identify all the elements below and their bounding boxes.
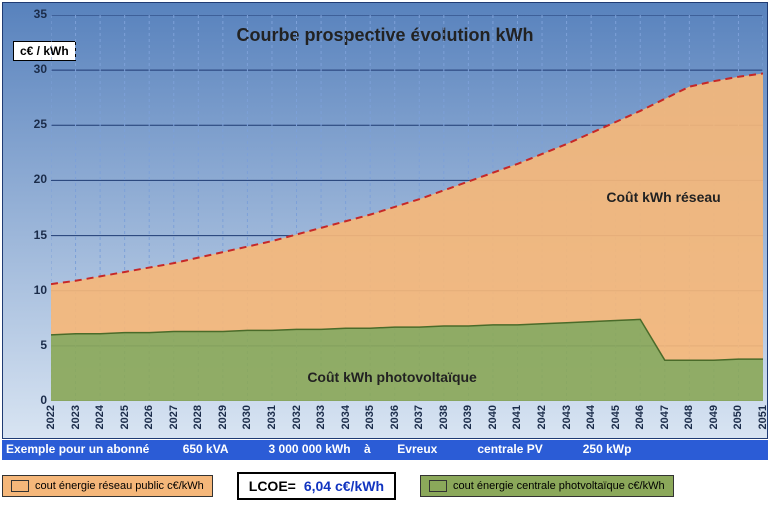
x-tick-label: 2040 — [487, 405, 499, 429]
chart-annotation: Coût kWh réseau — [606, 189, 720, 205]
x-tick-label: 2033 — [315, 405, 327, 429]
x-tick-label: 2022 — [45, 405, 57, 429]
strip-part-1: 650 kVA — [183, 442, 229, 458]
legend-pv-label: cout énergie centrale photvoltaïque c€/k… — [453, 480, 665, 492]
x-tick-label: 2024 — [94, 405, 106, 429]
x-tick-label: 2043 — [561, 405, 573, 429]
x-tick-label: 2045 — [610, 405, 622, 429]
chart-annotation: Coût kWh photovoltaïque — [307, 369, 477, 385]
lcoe-value: 6,04 c€/kWh — [304, 478, 384, 494]
strip-part-0: Exemple pour un abonné — [6, 442, 149, 458]
x-tick-label: 2046 — [634, 405, 646, 429]
x-tick-label: 2050 — [732, 405, 744, 429]
y-tick-label: 35 — [23, 7, 47, 21]
x-tick-label: 2041 — [511, 405, 523, 429]
strip-part-6: 250 kWp — [583, 442, 632, 458]
x-tick-label: 2023 — [70, 405, 82, 429]
lcoe-box: LCOE= 6,04 c€/kWh — [237, 472, 396, 500]
legend-pv-swatch — [429, 480, 447, 492]
x-tick-label: 2049 — [708, 405, 720, 429]
x-tick-label: 2030 — [241, 405, 253, 429]
strip-part-3: à — [364, 442, 371, 458]
subtitle-strip: Exemple pour un abonné 650 kVA 3 000 000… — [2, 440, 768, 460]
x-tick-label: 2029 — [217, 405, 229, 429]
y-tick-label: 10 — [23, 283, 47, 297]
x-tick-label: 2036 — [389, 405, 401, 429]
y-tick-label: 25 — [23, 117, 47, 131]
x-tick-label: 2048 — [683, 405, 695, 429]
legend-reseau: cout énergie réseau public c€/kWh — [2, 475, 213, 497]
y-tick-label: 20 — [23, 172, 47, 186]
x-tick-label: 2038 — [438, 405, 450, 429]
x-tick-label: 2044 — [585, 405, 597, 429]
x-tick-label: 2042 — [536, 405, 548, 429]
strip-part-5: centrale PV — [477, 442, 542, 458]
lcoe-label: LCOE= — [249, 478, 296, 494]
chart-frame: Courbe prospective évolution kWh c€ / kW… — [2, 2, 768, 439]
x-tick-label: 2039 — [462, 405, 474, 429]
legend-reseau-swatch — [11, 480, 29, 492]
legend-pv: cout énergie centrale photvoltaïque c€/k… — [420, 475, 674, 497]
x-tick-label: 2027 — [168, 405, 180, 429]
x-tick-label: 2037 — [413, 405, 425, 429]
x-tick-label: 2032 — [291, 405, 303, 429]
x-tick-label: 2025 — [119, 405, 131, 429]
strip-part-2: 3 000 000 kWh — [269, 442, 351, 458]
y-tick-label: 15 — [23, 228, 47, 242]
x-tick-label: 2035 — [364, 405, 376, 429]
x-tick-label: 2034 — [340, 405, 352, 429]
legend-reseau-label: cout énergie réseau public c€/kWh — [35, 480, 204, 492]
x-tick-label: 2026 — [143, 405, 155, 429]
y-tick-label: 30 — [23, 62, 47, 76]
plot-area — [51, 15, 763, 401]
y-tick-label: 0 — [23, 393, 47, 407]
strip-part-4: Evreux — [397, 442, 437, 458]
y-tick-label: 5 — [23, 338, 47, 352]
x-tick-label: 2031 — [266, 405, 278, 429]
x-tick-label: 2028 — [192, 405, 204, 429]
legend-row: cout énergie réseau public c€/kWh LCOE= … — [2, 468, 768, 504]
x-tick-label: 2051 — [757, 405, 769, 429]
x-tick-label: 2047 — [659, 405, 671, 429]
